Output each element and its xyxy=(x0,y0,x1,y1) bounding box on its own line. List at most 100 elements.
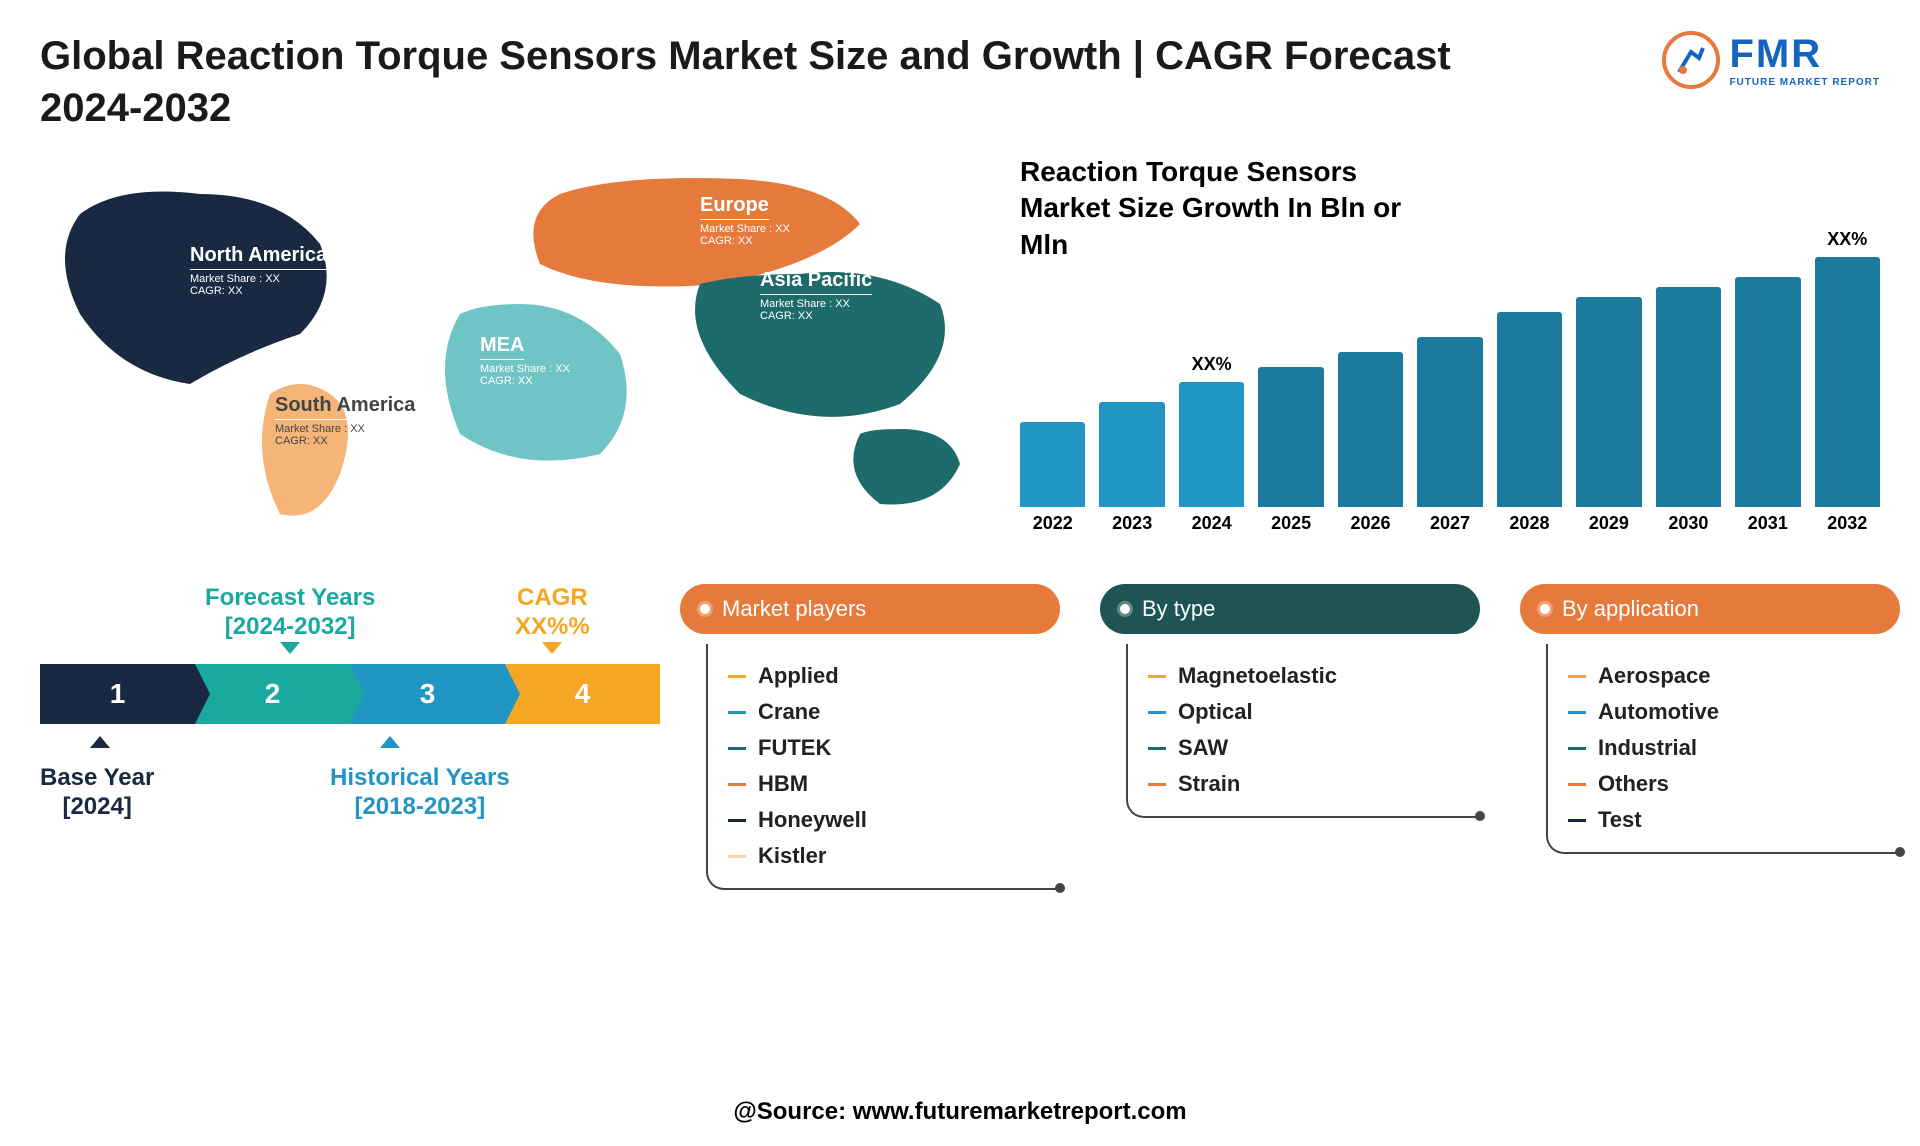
item-label: Others xyxy=(1598,771,1669,797)
timeline-label: Base Year[2024] xyxy=(40,764,154,822)
telescope-icon xyxy=(1661,30,1721,90)
region-asia-pacific: Asia PacificMarket Share : XXCAGR: XX xyxy=(760,269,872,322)
main-row: North AmericaMarket Share : XXCAGR: XX So… xyxy=(40,154,1880,534)
item-label: Automotive xyxy=(1598,699,1719,725)
timeline-segment-2: 2 xyxy=(195,664,350,724)
bar-year-label: 2022 xyxy=(1033,513,1073,534)
bar-rect xyxy=(1020,422,1085,507)
tick-icon xyxy=(728,783,746,786)
tick-icon xyxy=(1568,783,1586,786)
list-item: Test xyxy=(1568,802,1900,838)
bar-year-label: 2026 xyxy=(1351,513,1391,534)
list-item: Automotive xyxy=(1568,694,1900,730)
list-item: Optical xyxy=(1148,694,1480,730)
bar-year-label: 2025 xyxy=(1271,513,1311,534)
timeline-label: Historical Years[2018-2023] xyxy=(330,764,510,822)
category-body: AerospaceAutomotiveIndustrialOthersTest xyxy=(1546,644,1900,854)
list-item: Strain xyxy=(1148,766,1480,802)
bar-year-label: 2032 xyxy=(1827,513,1867,534)
bar-2028: 2028 xyxy=(1497,312,1562,534)
tick-icon xyxy=(728,819,746,822)
list-item: Kistler xyxy=(728,838,1060,874)
bar-rect xyxy=(1656,287,1721,507)
category-by-type: By type Magnetoelastic Optical SAW Strain xyxy=(1100,584,1480,890)
logo: FMR FUTURE MARKET REPORT xyxy=(1661,30,1880,90)
item-label: Industrial xyxy=(1598,735,1697,761)
bar-2027: 2027 xyxy=(1417,337,1482,534)
region-mea: MEAMarket Share : XXCAGR: XX xyxy=(480,334,570,387)
world-map: North AmericaMarket Share : XXCAGR: XX So… xyxy=(40,154,990,534)
tick-icon xyxy=(728,747,746,750)
bar-year-label: 2024 xyxy=(1192,513,1232,534)
logo-text: FMR xyxy=(1729,32,1880,77)
list-item: Others xyxy=(1568,766,1900,802)
item-label: Honeywell xyxy=(758,807,867,833)
bar-annotation: XX% xyxy=(1827,229,1867,254)
bar-chart: Reaction Torque Sensors Market Size Grow… xyxy=(1020,154,1880,534)
item-label: Crane xyxy=(758,699,820,725)
source-text: @Source: www.futuremarketreport.com xyxy=(733,1098,1186,1126)
tick-icon xyxy=(1148,711,1166,714)
item-label: Strain xyxy=(1178,771,1240,797)
region-south-america: South AmericaMarket Share : XXCAGR: XX xyxy=(275,394,415,447)
list-item: Applied xyxy=(728,658,1060,694)
bar-rect xyxy=(1258,367,1323,507)
list-item: Industrial xyxy=(1568,730,1900,766)
tick-icon xyxy=(1148,783,1166,786)
category-body: Applied Crane FUTEK HBM Honeywell Kistler xyxy=(706,644,1060,890)
bar-rect xyxy=(1735,277,1800,507)
logo-subtitle: FUTURE MARKET REPORT xyxy=(1729,77,1880,88)
lower-row: Forecast Years[2024-2032]CAGRXX%% 1234 B… xyxy=(40,584,1880,890)
header: Global Reaction Torque Sensors Market Si… xyxy=(40,30,1880,134)
tick-icon xyxy=(1148,747,1166,750)
bar-2023: 2023 xyxy=(1099,402,1164,534)
list-item: Crane xyxy=(728,694,1060,730)
bar-year-label: 2027 xyxy=(1430,513,1470,534)
category-title: Market players xyxy=(722,596,866,622)
bar-rect xyxy=(1576,297,1641,507)
list-item: HBM xyxy=(728,766,1060,802)
bar-2026: 2026 xyxy=(1338,352,1403,534)
item-label: FUTEK xyxy=(758,735,831,761)
tick-icon xyxy=(728,711,746,714)
categories: Market players Applied Crane FUTEK HBM Honeyw… xyxy=(680,584,1900,890)
category-title: By type xyxy=(1142,596,1215,622)
bar-rect xyxy=(1417,337,1482,507)
region-europe: EuropeMarket Share : XXCAGR: XX xyxy=(700,194,790,247)
bullet-icon xyxy=(700,604,710,614)
item-label: HBM xyxy=(758,771,808,797)
region-north-america: North AmericaMarket Share : XXCAGR: XX xyxy=(190,244,327,297)
bar-rect xyxy=(1099,402,1164,507)
bar-annotation: XX% xyxy=(1192,354,1232,379)
timeline-segment-1: 1 xyxy=(40,664,195,724)
bullet-icon xyxy=(1120,604,1130,614)
timeline-arrows: 1234 xyxy=(40,664,660,724)
tick-icon xyxy=(728,675,746,678)
bar-2022: 2022 xyxy=(1020,422,1085,534)
timeline-segment-3: 3 xyxy=(350,664,505,724)
tick-icon xyxy=(1568,675,1586,678)
bar-2024: 2024XX% xyxy=(1179,382,1244,534)
category-pill: Market players xyxy=(680,584,1060,634)
item-label: Optical xyxy=(1178,699,1253,725)
bar-year-label: 2031 xyxy=(1748,513,1788,534)
bar-2031: 2031 xyxy=(1735,277,1800,534)
category-pill: By application xyxy=(1520,584,1900,634)
bar-year-label: 2029 xyxy=(1589,513,1629,534)
timeline: Forecast Years[2024-2032]CAGRXX%% 1234 B… xyxy=(40,584,660,890)
timeline-segment-4: 4 xyxy=(505,664,660,724)
bar-rect xyxy=(1497,312,1562,507)
list-item: SAW xyxy=(1148,730,1480,766)
tick-icon xyxy=(1148,675,1166,678)
chart-title: Reaction Torque Sensors Market Size Grow… xyxy=(1020,154,1420,263)
bar-2029: 2029 xyxy=(1576,297,1641,534)
timeline-label: CAGRXX%% xyxy=(515,584,590,642)
list-item: Magnetoelastic xyxy=(1148,658,1480,694)
bar-2025: 2025 xyxy=(1258,367,1323,534)
category-title: By application xyxy=(1562,596,1699,622)
item-label: SAW xyxy=(1178,735,1228,761)
bar-year-label: 2028 xyxy=(1509,513,1549,534)
page-title: Global Reaction Torque Sensors Market Si… xyxy=(40,30,1540,134)
bar-rect xyxy=(1179,382,1244,507)
tick-icon xyxy=(1568,819,1586,822)
